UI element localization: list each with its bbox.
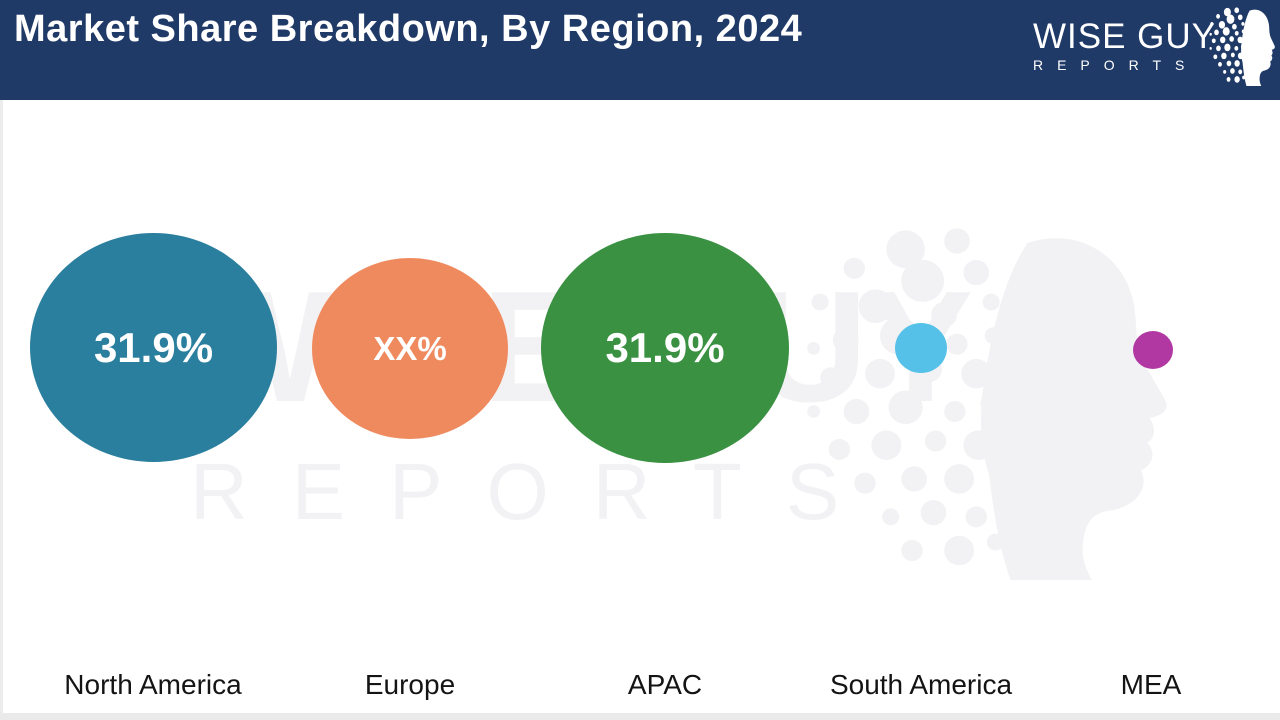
bubble-mea [1133, 331, 1173, 369]
watermark-head-icon [807, 228, 1167, 580]
wiseguy-logo: WISE GUY REPORTS [1033, 6, 1276, 86]
bubble-apac: 31.9% [541, 233, 789, 463]
bottom-divider [0, 713, 1280, 720]
category-label-mea: MEA [1120, 669, 1182, 700]
logo-text: WISE GUY REPORTS [1033, 19, 1216, 73]
bubble-value-label: XX% [373, 329, 447, 367]
wiseguy-head-icon [1209, 7, 1275, 86]
bubble-value-label: 31.9% [605, 324, 725, 371]
bubble-south-america [895, 323, 947, 373]
bubble-europe: XX% [312, 258, 508, 439]
page-title: Market Share Breakdown, By Region, 2024 [14, 8, 803, 50]
logo-tagline: REPORTS [1032, 57, 1199, 73]
category-label-europe: Europe [364, 669, 456, 700]
category-label-north-america: North America [64, 669, 242, 700]
left-border [0, 100, 3, 720]
bubble-value-label: 31.9% [93, 323, 214, 371]
category-label-apac: APAC [627, 669, 703, 700]
header-bar: Market Share Breakdown, By Region, 2024 … [0, 0, 1280, 100]
bubble-north-america: 31.9% [30, 233, 277, 462]
logo-wordmark: WISE GUY [1032, 17, 1216, 56]
category-label-south-america: South America [829, 669, 1013, 700]
watermark-tagline: REPORTS [190, 447, 884, 536]
